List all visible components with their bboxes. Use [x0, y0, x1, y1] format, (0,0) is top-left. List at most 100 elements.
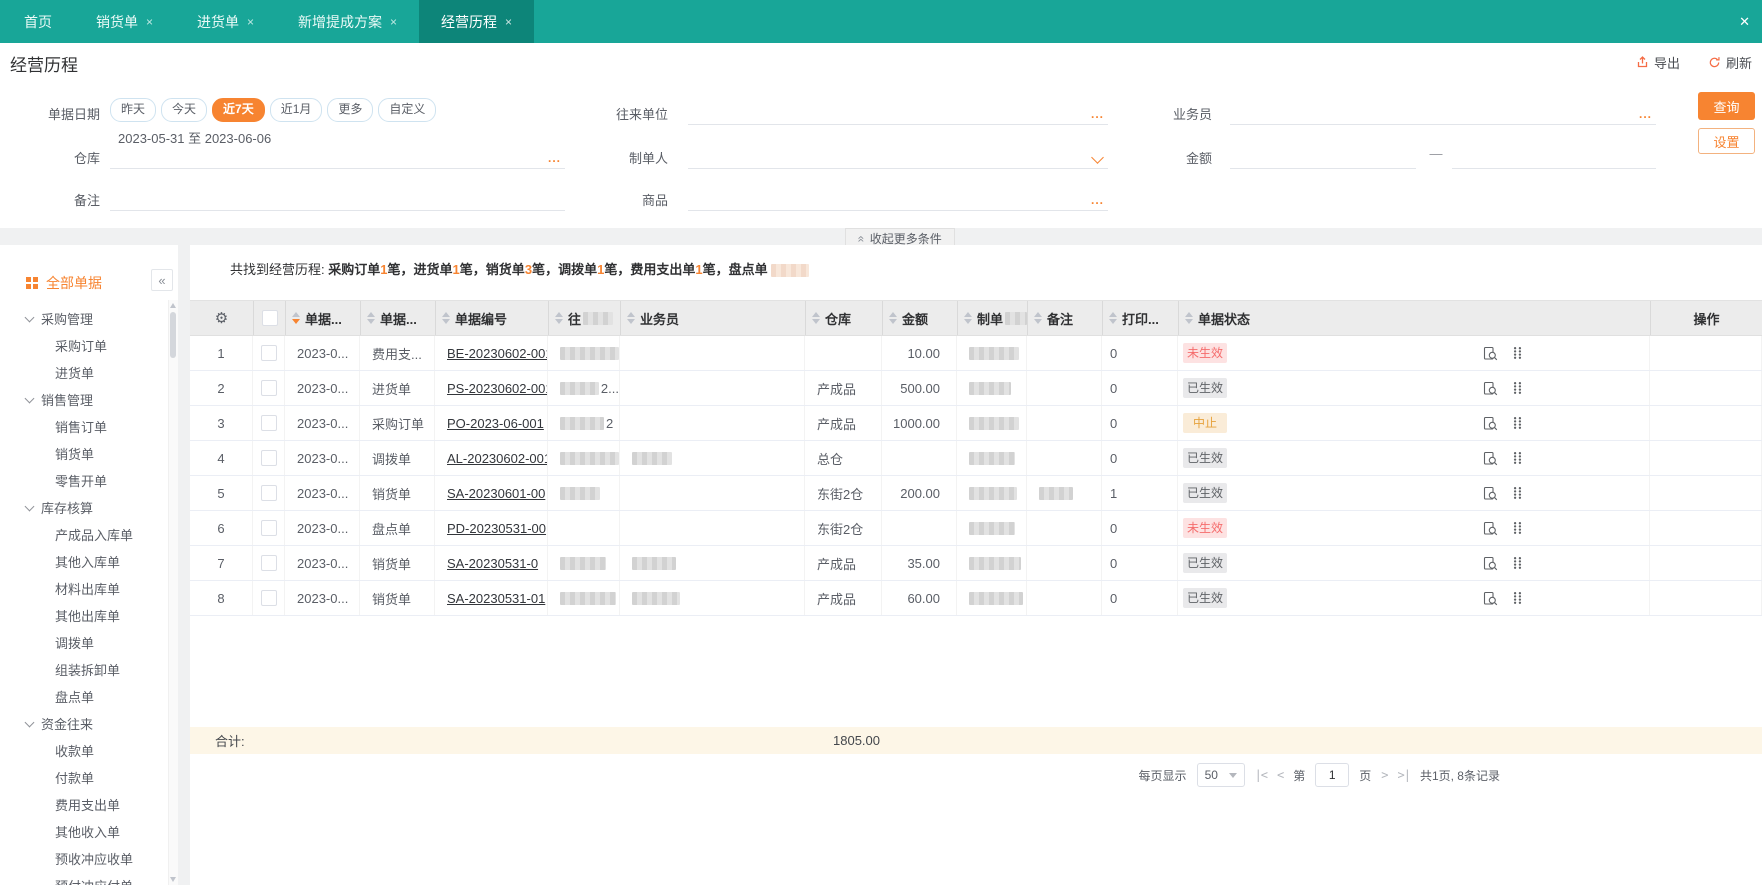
partner-more-icon[interactable]: ... [1090, 107, 1104, 121]
amount-min-input[interactable] [1230, 144, 1416, 169]
quick-range-pill-5[interactable]: 自定义 [378, 98, 437, 122]
view-document-icon[interactable] [1483, 556, 1498, 571]
row-checkbox[interactable] [260, 555, 277, 571]
sidebar-item-3-0[interactable]: 收款单 [55, 744, 95, 759]
document-number-link[interactable]: PO-2023-06-001 [447, 415, 544, 431]
first-page-button[interactable]: |< [1254, 768, 1268, 782]
tab-close-icon[interactable]: × [146, 14, 154, 29]
sort-icon[interactable] [812, 312, 820, 324]
sidebar-item-3-3[interactable]: 其他收入单 [55, 825, 121, 840]
more-actions-icon[interactable] [1510, 346, 1525, 360]
salesperson-more-icon[interactable]: ... [1638, 107, 1652, 121]
sidebar-item-1-1[interactable]: 销货单 [55, 447, 95, 462]
scrollbar-thumb[interactable] [170, 312, 176, 358]
column-header-amount[interactable]: 金额 [882, 301, 957, 335]
chevron-down-icon[interactable] [1091, 151, 1104, 164]
more-actions-icon[interactable] [1510, 556, 1525, 570]
row-checkbox[interactable] [260, 520, 277, 536]
document-number-link[interactable]: BE-20230602-001 [447, 345, 548, 361]
next-page-button[interactable]: > [1381, 768, 1388, 782]
scroll-up-icon[interactable] [170, 303, 176, 308]
column-header-partner[interactable]: 往 [548, 301, 620, 335]
sort-icon[interactable] [442, 312, 450, 324]
quick-range-pill-1[interactable]: 今天 [161, 98, 208, 122]
sidebar-item-2-4[interactable]: 调拨单 [55, 636, 95, 651]
quick-range-pill-2[interactable]: 近7天 [212, 98, 265, 122]
row-checkbox[interactable] [260, 485, 277, 501]
sidebar-group-1[interactable]: 销售管理 [0, 386, 170, 413]
column-header-warehouse[interactable]: 仓库 [805, 301, 882, 335]
product-more-icon[interactable]: ... [1090, 193, 1104, 207]
column-header-number[interactable]: 单据编号 [435, 301, 548, 335]
view-document-icon[interactable] [1483, 486, 1498, 501]
column-header-maker[interactable]: 制单 [957, 301, 1028, 335]
sidebar-item-1-2[interactable]: 零售开单 [55, 474, 108, 489]
sort-icon[interactable] [367, 312, 375, 324]
sort-icon[interactable] [555, 312, 563, 324]
column-header-type[interactable]: 单据... [360, 301, 435, 335]
last-page-button[interactable]: >| [1397, 768, 1411, 782]
partner-input[interactable]: ... [688, 100, 1108, 125]
column-header-seq[interactable]: ⚙ [190, 301, 253, 335]
view-document-icon[interactable] [1483, 451, 1498, 466]
collapse-conditions-button[interactable]: « 收起更多条件 [845, 228, 955, 248]
sidebar-item-2-0[interactable]: 产成品入库单 [55, 528, 134, 543]
sidebar-item-1-0[interactable]: 销售订单 [55, 420, 108, 435]
sidebar-group-2[interactable]: 库存核算 [0, 494, 170, 521]
tab-销货单[interactable]: 销货单 × [74, 0, 175, 43]
sort-icon[interactable] [1109, 312, 1117, 324]
select-all-checkbox[interactable] [261, 310, 278, 326]
sidebar-group-0[interactable]: 采购管理 [0, 305, 170, 332]
sidebar-item-3-5[interactable]: 预付冲应付单 [0, 872, 170, 885]
column-header-status[interactable]: 单据状态 [1178, 301, 1650, 335]
sidebar-item-2-5[interactable]: 组装拆卸单 [55, 663, 121, 678]
quick-range-pill-0[interactable]: 昨天 [110, 98, 157, 122]
sidebar-collapse-button[interactable]: « [151, 269, 173, 291]
close-all-icon[interactable]: ✕ [1739, 13, 1750, 29]
row-checkbox[interactable] [260, 590, 277, 606]
sidebar-item-2-6[interactable]: 盘点单 [55, 690, 95, 705]
more-actions-icon[interactable] [1510, 381, 1525, 395]
prev-page-button[interactable]: < [1277, 768, 1284, 782]
export-button[interactable]: 导出 [1636, 53, 1680, 72]
view-document-icon[interactable] [1483, 416, 1498, 431]
more-actions-icon[interactable] [1510, 416, 1525, 430]
column-header-print[interactable]: 打印... [1102, 301, 1178, 335]
document-number-link[interactable]: SA-20230601-00 [447, 485, 546, 501]
sort-icon[interactable] [889, 312, 897, 324]
document-number-link[interactable]: SA-20230531-01 [447, 590, 546, 606]
row-checkbox[interactable] [260, 450, 277, 466]
sidebar-item-0-0[interactable]: 采购订单 [55, 339, 108, 354]
tab-进货单[interactable]: 进货单 × [175, 0, 276, 43]
tab-close-icon[interactable]: × [505, 14, 513, 29]
amount-max-input[interactable] [1452, 144, 1656, 169]
document-number-link[interactable]: PD-20230531-00 [447, 520, 547, 536]
view-document-icon[interactable] [1483, 346, 1498, 361]
quick-range-pill-4[interactable]: 更多 [327, 98, 374, 122]
column-header-salesperson[interactable]: 业务员 [620, 301, 805, 335]
remark-input[interactable] [110, 186, 565, 211]
column-header-remark[interactable]: 备注 [1027, 301, 1102, 335]
sidebar-item-3-2[interactable]: 费用支出单 [55, 798, 121, 813]
salesperson-input[interactable]: ... [1230, 100, 1656, 125]
sidebar-item-2-3[interactable]: 其他出库单 [55, 609, 121, 624]
sidebar-item-0-1[interactable]: 进货单 [55, 366, 95, 381]
sort-icon[interactable] [1034, 312, 1042, 324]
tab-新增提成方案[interactable]: 新增提成方案 × [276, 0, 419, 43]
settings-button[interactable]: 设置 [1698, 128, 1755, 154]
page-number-input[interactable]: 1 [1315, 763, 1350, 787]
tab-close-icon[interactable]: × [247, 14, 255, 29]
sort-icon[interactable] [964, 312, 972, 324]
column-header-date[interactable]: 单据... [285, 301, 360, 335]
sidebar-item-3-1[interactable]: 付款单 [55, 771, 95, 786]
row-checkbox[interactable] [260, 415, 277, 431]
sidebar-group-3[interactable]: 资金往来 [0, 710, 170, 737]
tab-经营历程[interactable]: 经营历程 × [419, 0, 535, 43]
scroll-down-icon[interactable] [170, 877, 176, 882]
column-header-check[interactable] [253, 301, 285, 335]
view-document-icon[interactable] [1483, 381, 1498, 396]
more-actions-icon[interactable] [1510, 591, 1525, 605]
sidebar-item-2-1[interactable]: 其他入库单 [55, 555, 121, 570]
more-actions-icon[interactable] [1510, 521, 1525, 535]
document-number-link[interactable]: AL-20230602-001 [447, 450, 548, 466]
